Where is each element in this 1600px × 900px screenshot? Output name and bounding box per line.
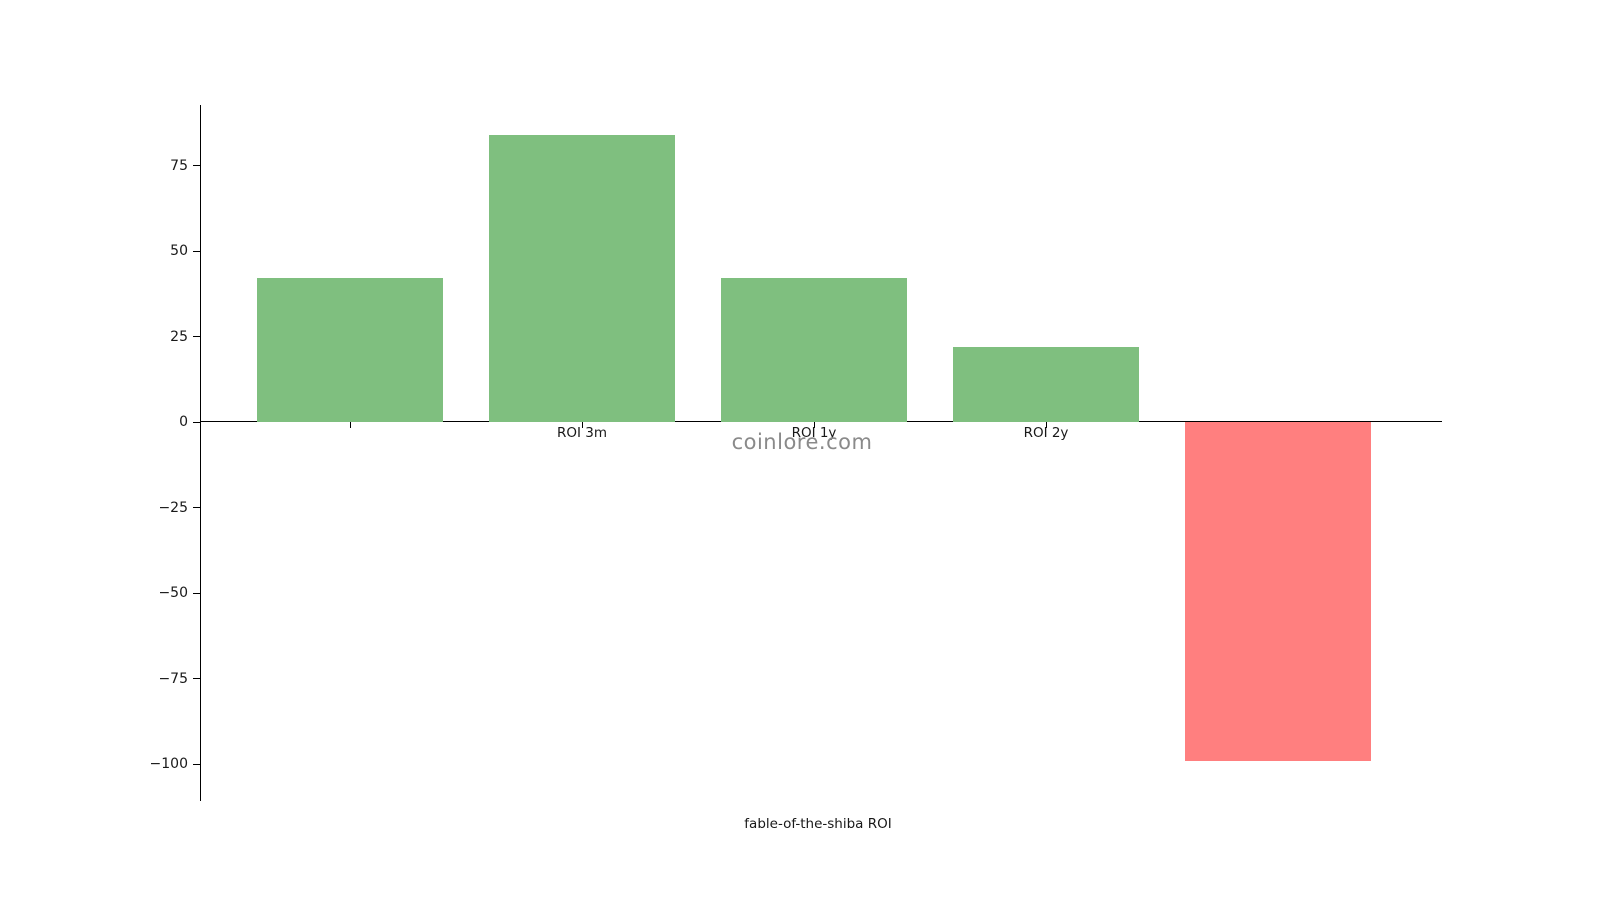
y-tick-label: 75: [170, 157, 188, 174]
bar-roi-3m: [489, 134, 675, 422]
y-tick-mark: [193, 250, 200, 252]
y-axis-line: [200, 105, 201, 801]
y-tick-label: −25: [158, 499, 188, 516]
x-tick-label: ROI 3m: [556, 425, 608, 441]
y-tick-label: 50: [170, 243, 188, 259]
y-tick-label: −50: [158, 585, 188, 601]
x-tick-mark: [350, 422, 351, 428]
y-tick-mark: [193, 507, 200, 508]
chart-title: fable-of-the-shiba ROI: [744, 816, 892, 832]
x-tick-mark: [1046, 422, 1047, 428]
bar-unlabeled-0: [257, 278, 443, 422]
x-tick-label: ROI 1y: [791, 425, 837, 441]
x-tick-mark: [582, 422, 583, 428]
y-tick-mark: [193, 336, 200, 337]
y-tick-mark: [193, 763, 200, 765]
y-tick-mark: [193, 592, 200, 594]
x-tick-label: ROI 2y: [1023, 425, 1069, 441]
y-tick-label: 0: [179, 414, 188, 430]
y-tick-label: 25: [170, 328, 188, 345]
bar-roi-1y: [721, 278, 907, 422]
y-tick-label: −75: [158, 670, 188, 687]
y-tick-mark: [193, 421, 200, 423]
watermark-text: coinlore.com: [731, 430, 873, 454]
y-tick-mark: [193, 678, 200, 679]
y-tick-mark: [193, 165, 200, 166]
x-tick-mark: [814, 422, 815, 428]
bar-unlabeled-4: [1185, 422, 1371, 761]
y-tick-label: −100: [149, 756, 188, 772]
bar-roi-2y: [953, 346, 1139, 422]
